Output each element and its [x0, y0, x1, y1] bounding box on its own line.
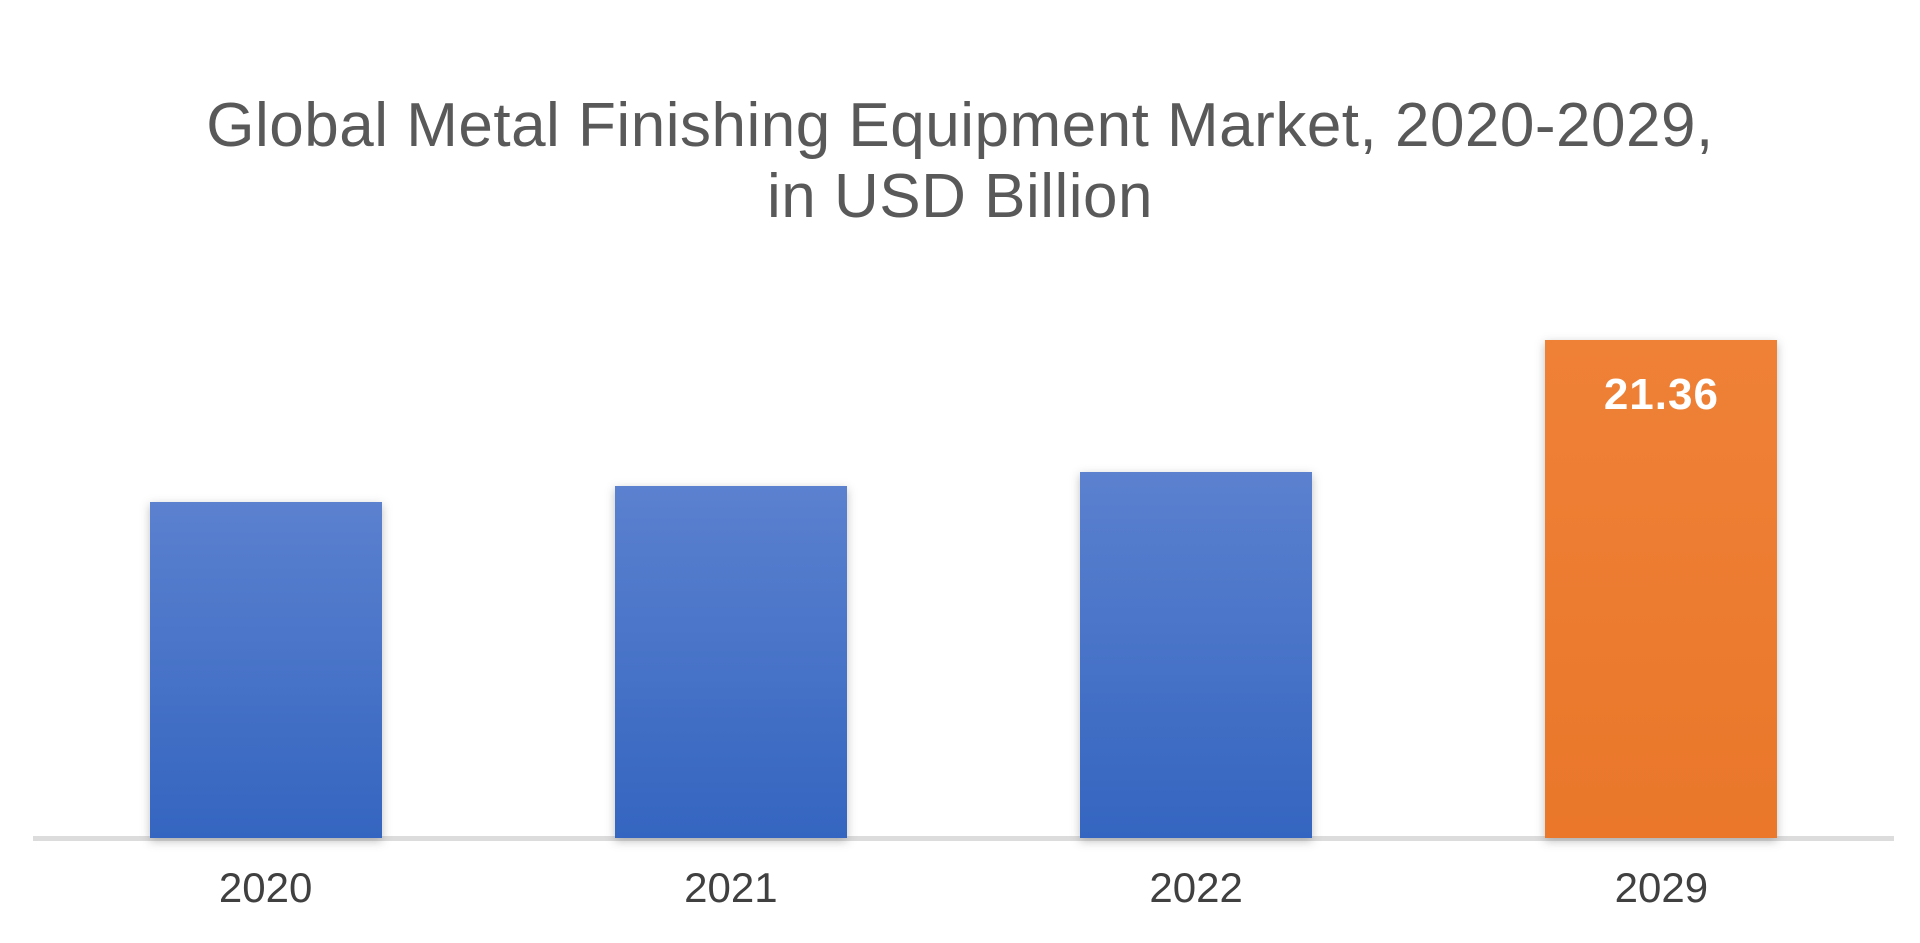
- x-axis-label-2022: 2022: [1149, 864, 1243, 911]
- bar-slot-2029: 21.36: [1429, 0, 1894, 838]
- bar-2029: 21.36: [1545, 340, 1778, 838]
- bar-2020: [149, 502, 382, 838]
- bars-container: 21.36: [33, 0, 1894, 838]
- bar-value-label: 21.36: [1603, 370, 1719, 419]
- x-axis-label-2021: 2021: [684, 864, 778, 911]
- chart-title-line1: Global Metal Finishing Equipment Market,…: [206, 91, 1714, 160]
- chart-title: Global Metal Finishing Equipment Market,…: [0, 90, 1920, 233]
- bar-2021: [614, 486, 847, 838]
- bar-2022: [1080, 472, 1313, 838]
- bar-slot-2022: [964, 0, 1429, 838]
- x-axis-line: [33, 836, 1894, 841]
- bar-slot-2020: [33, 0, 498, 838]
- bar-slot-2021: [498, 0, 963, 838]
- x-axis-label-2029: 2029: [1614, 864, 1709, 911]
- x-axis-label-2020: 2020: [218, 864, 313, 911]
- chart-title-line2: in USD Billion: [766, 162, 1154, 232]
- x-axis-labels: 2020 2021 2022 2029: [33, 864, 1894, 912]
